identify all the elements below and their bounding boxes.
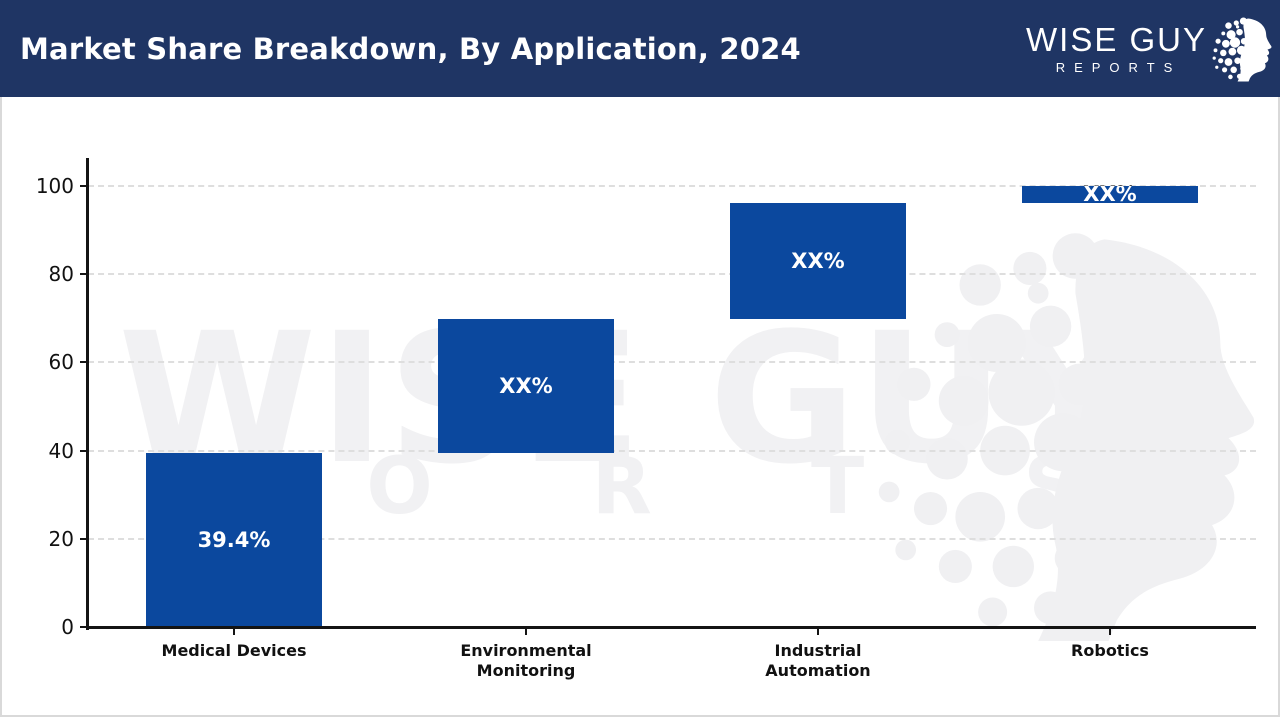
x-axis-line xyxy=(86,626,1256,629)
y-axis-tick-label: 60 xyxy=(48,350,74,375)
y-axis-tick-mark xyxy=(80,273,88,276)
page-border-right xyxy=(1278,97,1280,717)
x-axis-tick-mark xyxy=(1109,628,1111,635)
y-axis-tick-label: 80 xyxy=(48,262,74,287)
bar-industrial-automation: XX% xyxy=(730,202,906,320)
page-border-bottom xyxy=(0,715,1280,717)
y-axis-line xyxy=(86,158,89,630)
y-axis-tick-label: 20 xyxy=(48,526,74,551)
category-label-line: Environmental xyxy=(460,641,592,660)
x-axis-category-label: Robotics xyxy=(1000,641,1220,661)
bar-value-label: XX% xyxy=(499,374,553,399)
y-axis-tick-mark xyxy=(80,361,88,364)
gridline-y20 xyxy=(88,537,1256,540)
x-axis-category-label: Industrial Automation xyxy=(708,641,928,681)
y-axis-tick-label: 100 xyxy=(35,174,74,198)
chart-area: WISE GUY P O R T S 02040608010039.4%39.4… xyxy=(0,97,1280,715)
brand-logo: WISE GUY REPORTS xyxy=(1026,0,1274,97)
y-axis-tick-mark xyxy=(80,449,88,452)
bar-value-label: 39.4% xyxy=(197,528,271,553)
x-axis-category-label: Medical Devices xyxy=(124,641,344,661)
x-axis-tick-mark xyxy=(233,628,235,635)
y-axis-tick-label: 40 xyxy=(48,438,74,463)
bar-value-label: XX% xyxy=(791,248,845,273)
brand-name: WISE GUY xyxy=(1026,20,1208,58)
page-border-left xyxy=(0,97,2,717)
gridline-y80 xyxy=(88,273,1256,276)
bar-robotics: XX% xyxy=(1022,186,1198,203)
watermark-face-icon xyxy=(878,233,1255,642)
bar-environmental-monitoring: XX% xyxy=(438,319,614,454)
x-axis-category-label: Environmental Monitoring xyxy=(416,641,636,681)
y-axis-tick-label: 0 xyxy=(61,615,74,639)
y-axis-tick-mark xyxy=(80,626,88,628)
bar-medical-devices: 39.4% xyxy=(146,453,322,627)
header-bar: Market Share Breakdown, By Application, … xyxy=(0,0,1280,97)
gridline-y60 xyxy=(88,361,1256,364)
category-label-line: Medical Devices xyxy=(161,641,307,660)
brand-subname: REPORTS xyxy=(1055,59,1182,75)
bar-value-label: XX% xyxy=(1083,186,1137,203)
category-label-line: Automation xyxy=(765,661,871,680)
page-title: Market Share Breakdown, By Application, … xyxy=(20,31,801,66)
brand-logo-text: WISE GUY REPORTS xyxy=(1026,20,1208,75)
y-axis-tick-mark xyxy=(80,185,88,187)
x-axis-tick-mark xyxy=(525,628,527,635)
x-axis-tick-mark xyxy=(817,628,819,635)
brand-face-icon xyxy=(1212,16,1272,81)
category-label-line: Monitoring xyxy=(476,661,576,680)
gridline-y40 xyxy=(88,449,1256,452)
category-label-line: Robotics xyxy=(1071,641,1149,660)
gridline-y100 xyxy=(88,185,1256,187)
y-axis-tick-mark xyxy=(80,537,88,540)
category-label-line: Industrial xyxy=(774,641,862,660)
